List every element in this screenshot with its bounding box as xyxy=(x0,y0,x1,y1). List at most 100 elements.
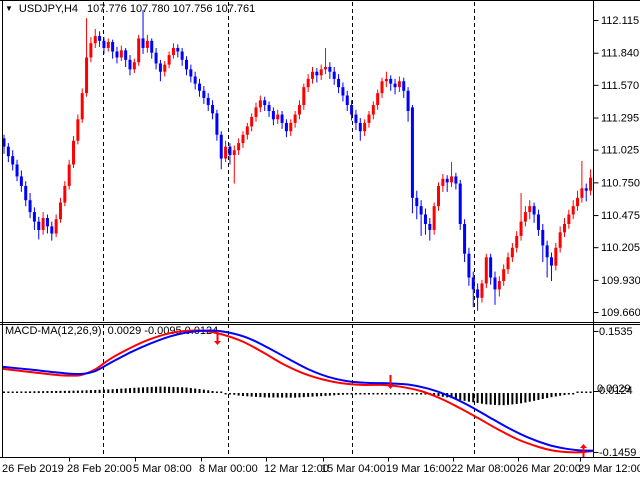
candle xyxy=(189,69,193,77)
candle xyxy=(410,107,414,198)
candle xyxy=(45,218,49,227)
candle xyxy=(154,52,158,64)
candle xyxy=(93,36,97,44)
macd-histogram-bar xyxy=(407,393,410,395)
price-axis-label: 111.840 xyxy=(601,48,639,60)
macd-histogram-bar xyxy=(276,393,279,398)
candle xyxy=(367,114,371,123)
macd-histogram-bar xyxy=(142,387,145,393)
candle xyxy=(11,156,15,165)
candle xyxy=(423,214,427,224)
macd-histogram-bar xyxy=(450,393,453,399)
candle xyxy=(358,122,362,132)
macd-histogram-bar xyxy=(528,393,531,402)
macd-axis-overlapping-value-label: 0.0029 xyxy=(597,383,631,395)
macd-histogram-bar xyxy=(150,386,153,393)
candle xyxy=(76,119,80,141)
macd-histogram-bar xyxy=(55,390,58,393)
macd-histogram-bar xyxy=(194,388,197,393)
candle xyxy=(115,51,119,58)
macd-histogram-bar xyxy=(7,391,10,393)
price-axis-label: 109.930 xyxy=(601,275,640,287)
candle xyxy=(258,100,262,108)
macd-histogram-bar xyxy=(124,388,127,393)
date-axis-label: 5 Mar 08:00 xyxy=(133,463,192,475)
ohlc-quotes: 107.776 107.780 107.756 107.761 xyxy=(87,3,256,15)
macd-histogram-bar xyxy=(354,393,357,395)
macd-histogram-bar xyxy=(324,393,327,396)
macd-histogram-bar xyxy=(237,393,240,396)
macd-histogram-bar xyxy=(533,393,536,401)
candle xyxy=(589,177,593,191)
candle xyxy=(137,38,141,63)
candle xyxy=(250,116,254,127)
candle xyxy=(554,247,558,266)
candle xyxy=(523,212,527,222)
candle xyxy=(397,81,401,88)
macd-name: MACD-MA(12,26,9) xyxy=(5,325,102,337)
macd-histogram-bar xyxy=(459,393,462,400)
price-axis[interactable]: 112.115 111.840 111.570 111.295 111.025 110.7… xyxy=(593,15,640,319)
macd-histogram-bar xyxy=(472,393,475,403)
candle xyxy=(445,178,449,183)
macd-histogram-bar xyxy=(376,393,379,395)
candle xyxy=(132,62,136,70)
candle xyxy=(193,76,197,84)
macd-histogram-bar xyxy=(363,393,366,395)
candle xyxy=(198,83,202,91)
macd-histogram-bar xyxy=(298,393,301,398)
macd-histogram-bar xyxy=(59,390,62,393)
price-axis-label: 111.295 xyxy=(601,113,639,125)
macd-histogram-bar xyxy=(241,393,244,397)
candle xyxy=(302,87,306,106)
date-axis-label: 19 Mar 16:00 xyxy=(386,463,451,475)
candle xyxy=(263,100,267,106)
macd-histogram-bar xyxy=(172,386,175,393)
candle xyxy=(219,134,223,159)
macd-histogram-bar xyxy=(228,393,231,395)
candle xyxy=(319,69,323,76)
candle xyxy=(54,219,58,234)
macd-histogram-bar xyxy=(546,393,549,399)
candle xyxy=(350,105,354,115)
candle xyxy=(315,71,319,76)
date-axis-label: 22 Mar 08:00 xyxy=(451,463,516,475)
candle xyxy=(480,283,484,298)
candle xyxy=(15,164,19,177)
chart-collapse-arrow-icon[interactable]: ▼ xyxy=(5,4,13,13)
macd-histogram-bar xyxy=(207,390,210,393)
macd-histogram-bar xyxy=(272,393,275,398)
price-axis-label: 110.205 xyxy=(601,242,640,254)
macd-histogram-bar xyxy=(20,391,23,393)
candle xyxy=(98,36,102,41)
candle xyxy=(19,176,23,186)
macd-histogram-bar xyxy=(111,389,114,393)
macd-histogram-bar xyxy=(520,393,523,404)
candle xyxy=(571,206,575,215)
candle xyxy=(332,71,336,79)
macd-histogram-bar xyxy=(550,393,553,398)
macd-histogram-bar xyxy=(255,393,258,397)
candle xyxy=(310,71,314,79)
candle xyxy=(432,206,436,230)
candle xyxy=(24,185,28,201)
date-axis-label: 8 Mar 00:00 xyxy=(199,463,258,475)
macd-histogram-bar xyxy=(437,393,440,397)
candle xyxy=(280,114,284,123)
candle xyxy=(454,176,458,184)
candle xyxy=(476,289,480,298)
candle xyxy=(271,110,275,120)
price-axis-label: 111.570 xyxy=(601,80,639,92)
candle xyxy=(245,126,249,135)
macd-histogram-bar xyxy=(367,393,370,395)
macd-histogram-bar xyxy=(433,393,436,396)
candle xyxy=(328,66,332,72)
candle xyxy=(228,146,232,155)
candle xyxy=(284,122,288,132)
date-axis[interactable]: 26 Feb 2019 28 Feb 20:00 5 Mar 08:00 8 Mar … xyxy=(2,457,640,476)
macd-histogram-bar xyxy=(333,393,336,396)
price-axis-label: 110.475 xyxy=(601,210,640,222)
macd-histogram-bar xyxy=(424,393,427,395)
